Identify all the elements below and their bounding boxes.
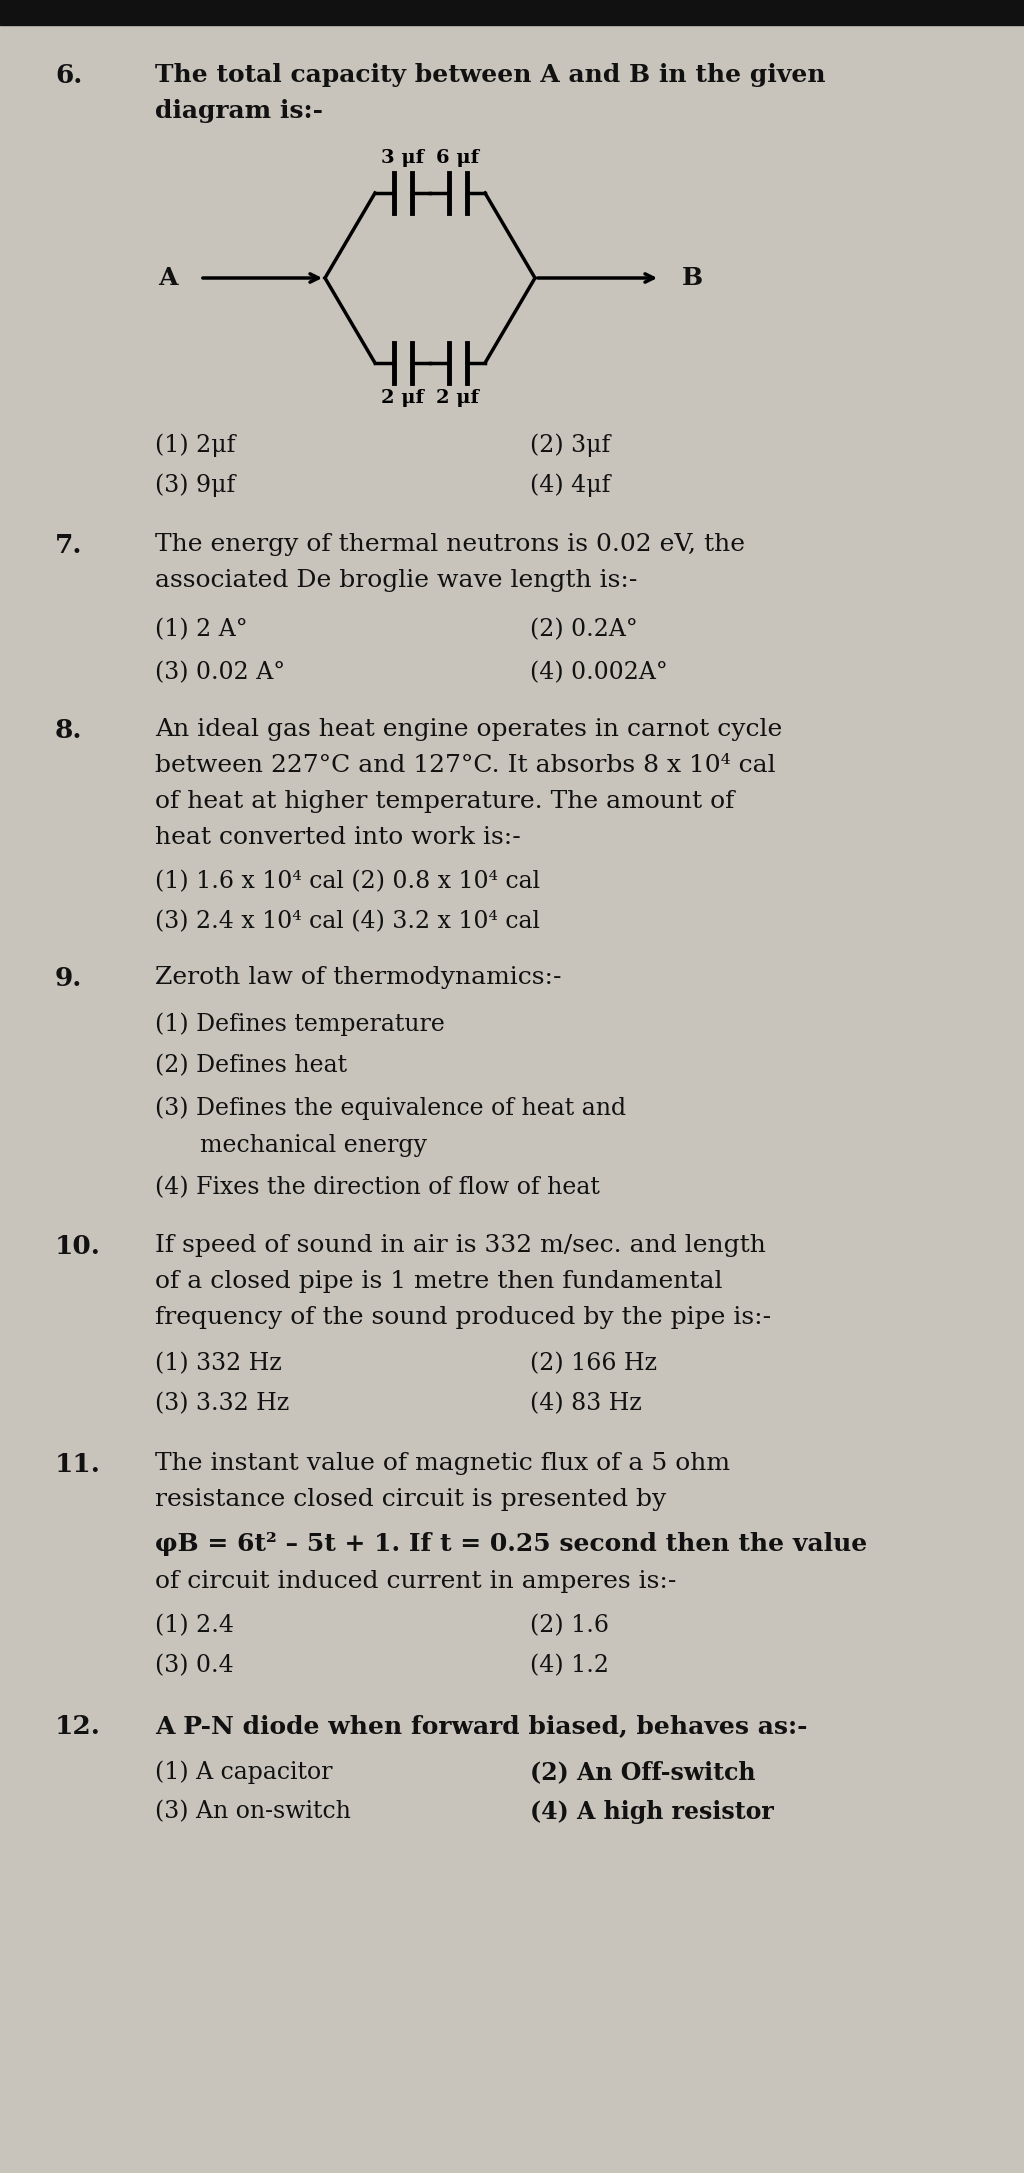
Text: The instant value of magnetic flux of a 5 ohm: The instant value of magnetic flux of a … bbox=[155, 1452, 730, 1475]
Text: heat converted into work is:-: heat converted into work is:- bbox=[155, 826, 521, 850]
Text: (4) 83 Hz: (4) 83 Hz bbox=[530, 1393, 642, 1415]
Text: 9.: 9. bbox=[55, 967, 82, 991]
Text: (3) Defines the equivalence of heat and: (3) Defines the equivalence of heat and bbox=[155, 1095, 626, 1119]
Text: between 227°C and 127°C. It absorbs 8 x 10⁴ cal: between 227°C and 127°C. It absorbs 8 x … bbox=[155, 754, 775, 778]
Text: associated De broglie wave length is:-: associated De broglie wave length is:- bbox=[155, 569, 637, 591]
Text: If speed of sound in air is 332 m/sec. and length: If speed of sound in air is 332 m/sec. a… bbox=[155, 1234, 766, 1256]
Text: 12.: 12. bbox=[55, 1714, 101, 1738]
Bar bbox=[0, 0, 1024, 26]
Text: (4) 1.2: (4) 1.2 bbox=[530, 1654, 609, 1678]
Text: resistance closed circuit is presented by: resistance closed circuit is presented b… bbox=[155, 1489, 667, 1510]
Text: (1) 1.6 x 10⁴ cal (2) 0.8 x 10⁴ cal: (1) 1.6 x 10⁴ cal (2) 0.8 x 10⁴ cal bbox=[155, 869, 540, 893]
Text: (1) 2 A°: (1) 2 A° bbox=[155, 617, 248, 641]
Text: (1) 332 Hz: (1) 332 Hz bbox=[155, 1352, 282, 1376]
Text: A P-N diode when forward biased, behaves as:-: A P-N diode when forward biased, behaves… bbox=[155, 1714, 808, 1738]
Text: (4) A high resistor: (4) A high resistor bbox=[530, 1799, 774, 1823]
Text: (1) A capacitor: (1) A capacitor bbox=[155, 1760, 333, 1784]
Text: 8.: 8. bbox=[55, 717, 83, 743]
Text: (2) Defines heat: (2) Defines heat bbox=[155, 1054, 347, 1078]
Text: 10.: 10. bbox=[55, 1234, 101, 1258]
Text: (4) Fixes the direction of flow of heat: (4) Fixes the direction of flow of heat bbox=[155, 1176, 600, 1199]
Text: (3) 3.32 Hz: (3) 3.32 Hz bbox=[155, 1393, 289, 1415]
Text: 6 μf: 6 μf bbox=[436, 150, 479, 167]
Text: B: B bbox=[681, 265, 702, 289]
Text: mechanical energy: mechanical energy bbox=[200, 1134, 427, 1156]
Text: (1) 2.4: (1) 2.4 bbox=[155, 1615, 234, 1636]
Text: (4) 0.002A°: (4) 0.002A° bbox=[530, 661, 668, 684]
Text: φB = 6t² – 5t + 1. If t = 0.25 second then the value: φB = 6t² – 5t + 1. If t = 0.25 second th… bbox=[155, 1532, 867, 1556]
Text: Zeroth law of thermodynamics:-: Zeroth law of thermodynamics:- bbox=[155, 967, 561, 989]
Text: of a closed pipe is 1 metre then fundamental: of a closed pipe is 1 metre then fundame… bbox=[155, 1269, 723, 1293]
Text: 11.: 11. bbox=[55, 1452, 101, 1478]
Text: frequency of the sound produced by the pipe is:-: frequency of the sound produced by the p… bbox=[155, 1306, 771, 1330]
Text: The energy of thermal neutrons is 0.02 eV, the: The energy of thermal neutrons is 0.02 e… bbox=[155, 532, 745, 556]
Text: 2 μf: 2 μf bbox=[436, 389, 479, 406]
Text: (1) Defines temperature: (1) Defines temperature bbox=[155, 1013, 444, 1037]
Text: 6.: 6. bbox=[55, 63, 82, 87]
Text: (2) 1.6: (2) 1.6 bbox=[530, 1615, 609, 1636]
Text: 2 μf: 2 μf bbox=[381, 389, 424, 406]
Text: of circuit induced current in amperes is:-: of circuit induced current in amperes is… bbox=[155, 1571, 677, 1593]
Text: (1) 2μf: (1) 2μf bbox=[155, 432, 236, 456]
Text: 3 μf: 3 μf bbox=[381, 150, 424, 167]
Text: of heat at higher temperature. The amount of: of heat at higher temperature. The amoun… bbox=[155, 791, 734, 813]
Text: (2) An Off-switch: (2) An Off-switch bbox=[530, 1760, 756, 1784]
Text: (3) 2.4 x 10⁴ cal (4) 3.2 x 10⁴ cal: (3) 2.4 x 10⁴ cal (4) 3.2 x 10⁴ cal bbox=[155, 910, 540, 932]
Text: (2) 166 Hz: (2) 166 Hz bbox=[530, 1352, 657, 1376]
Text: (3) 0.02 A°: (3) 0.02 A° bbox=[155, 661, 285, 684]
Text: An ideal gas heat engine operates in carnot cycle: An ideal gas heat engine operates in car… bbox=[155, 717, 782, 741]
Text: (3) 0.4: (3) 0.4 bbox=[155, 1654, 233, 1678]
Text: (2) 3μf: (2) 3μf bbox=[530, 432, 610, 456]
Text: 7.: 7. bbox=[55, 532, 83, 558]
Text: (4) 4μf: (4) 4μf bbox=[530, 474, 610, 498]
Text: (3) 9μf: (3) 9μf bbox=[155, 474, 236, 498]
Text: A: A bbox=[159, 265, 178, 289]
Text: diagram is:-: diagram is:- bbox=[155, 100, 323, 124]
Text: The total capacity between A and B in the given: The total capacity between A and B in th… bbox=[155, 63, 825, 87]
Text: (3) An on-switch: (3) An on-switch bbox=[155, 1799, 351, 1823]
Text: (2) 0.2A°: (2) 0.2A° bbox=[530, 617, 638, 641]
